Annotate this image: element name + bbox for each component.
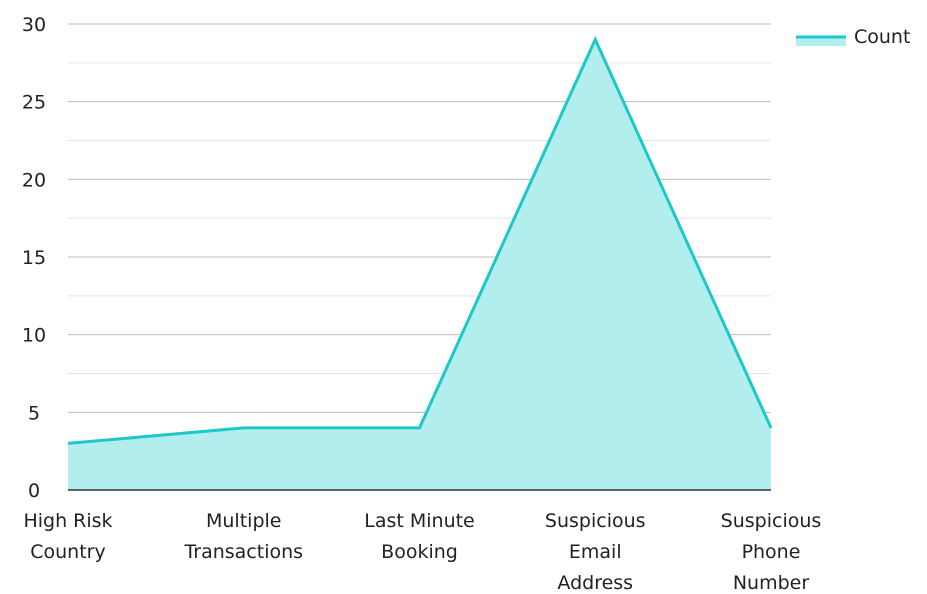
y-tick-label: 0	[28, 480, 40, 502]
x-tick-label: Suspicious Email Address	[545, 510, 646, 594]
x-tick-label: Suspicious Phone Number	[721, 510, 822, 594]
y-tick-label: 25	[22, 92, 46, 114]
x-axis-ticks: High Risk Country Multiple Transactions Last…	[23, 510, 821, 594]
x-tick-label: Last Minute Booking	[364, 510, 475, 563]
y-tick-label: 5	[28, 402, 40, 424]
series-area-layer	[67, 35, 773, 491]
y-tick-label: 10	[22, 325, 46, 347]
series-area-count	[68, 39, 771, 491]
legend-label-count: Count	[854, 26, 910, 48]
y-tick-label: 20	[22, 169, 46, 191]
y-tick-label: 30	[22, 14, 46, 36]
y-axis-ticks: 0 5 10 15 20 25 30	[22, 14, 46, 502]
legend-swatch-count	[796, 37, 846, 46]
x-tick-label: Multiple Transactions	[183, 510, 303, 563]
legend: Count	[796, 26, 910, 48]
x-tick-label: High Risk Country	[23, 510, 112, 563]
grid-lines	[68, 23, 771, 452]
y-tick-label: 15	[22, 247, 46, 269]
